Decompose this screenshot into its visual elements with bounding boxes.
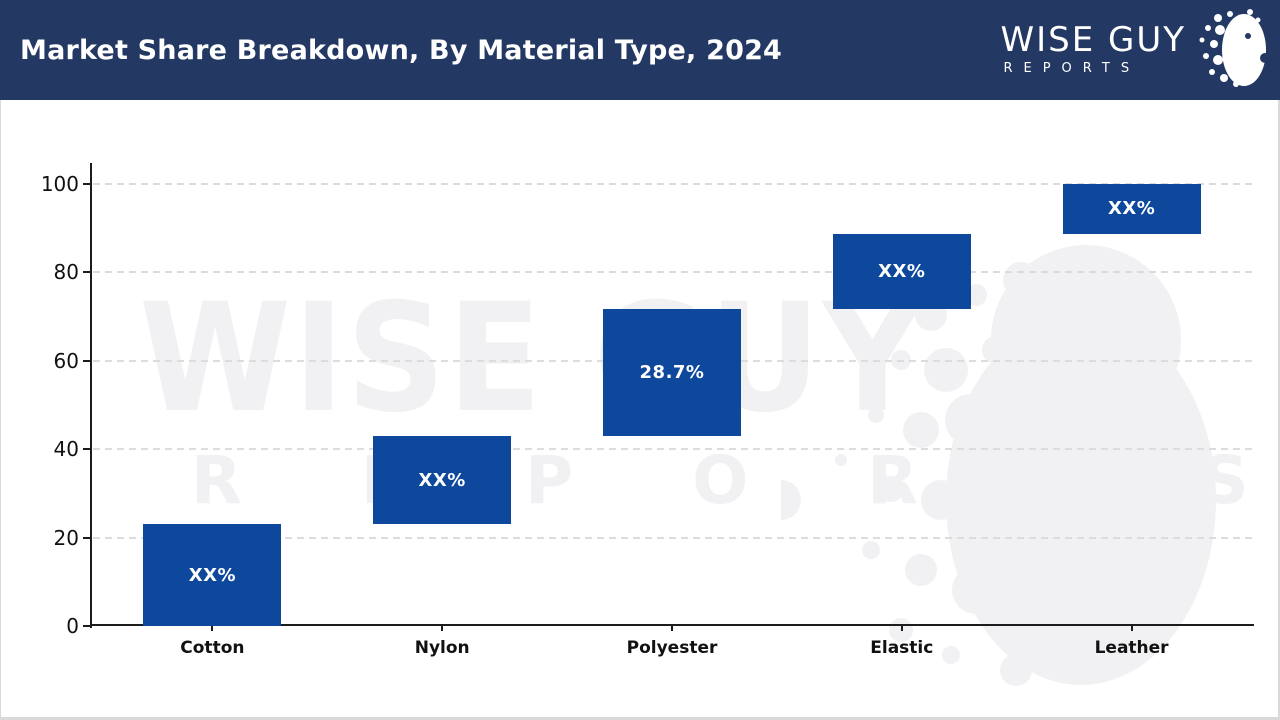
- x-axis-tick: [441, 626, 444, 631]
- bar-cotton: XX%: [143, 524, 282, 626]
- y-axis-tick: [83, 448, 90, 451]
- chart-canvas: WISE GUY R E P O R T S 0 20 40 60 80 100 XX% Co…: [0, 100, 1280, 720]
- y-tick-label: 60: [53, 348, 79, 373]
- bar-value-label: 28.7%: [639, 362, 705, 383]
- bar-polyester: 28.7%: [603, 309, 741, 436]
- bar-value-label: XX%: [188, 564, 237, 586]
- x-axis-tick: [671, 626, 673, 631]
- y-tick-label: 20: [53, 525, 79, 550]
- x-axis-line: [90, 624, 1254, 626]
- x-axis-tick: [900, 626, 903, 631]
- x-tick-label: Elastic: [870, 638, 934, 658]
- x-tick-label: Nylon: [414, 638, 470, 658]
- brand-subtitle: REPORTS: [1003, 60, 1141, 76]
- gridline: [93, 448, 1254, 451]
- gridline: [93, 183, 1254, 185]
- brand-logo: WISE GUY REPORTS: [1000, 6, 1266, 92]
- x-tick-label: Cotton: [180, 638, 245, 658]
- y-tick-label: 0: [66, 614, 79, 638]
- x-tick-label: Polyester: [626, 638, 718, 658]
- y-tick-label: 100: [40, 172, 79, 196]
- bar-nylon: XX%: [373, 435, 512, 525]
- y-axis-tick: [83, 183, 90, 185]
- y-axis-line: [90, 163, 92, 628]
- y-tick-label: 40: [53, 437, 79, 462]
- watermark-face-icon: [781, 245, 1216, 686]
- gridline: [93, 536, 1254, 539]
- watermark-wordmark: WISE GUY: [139, 272, 925, 446]
- x-tick-label: Leather: [1094, 638, 1169, 658]
- header-bar: Market Share Breakdown, By Material Type…: [0, 0, 1280, 100]
- y-axis-tick: [83, 625, 90, 627]
- bar-value-label: XX%: [878, 261, 926, 282]
- bar-value-label: XX%: [418, 469, 466, 491]
- brand-name: WISE GUY: [1000, 20, 1186, 61]
- page-title: Market Share Breakdown, By Material Type…: [20, 34, 783, 66]
- gridline: [93, 271, 1254, 274]
- brand-face-icon: [1199, 9, 1266, 87]
- y-axis-tick: [83, 359, 90, 362]
- bar-leather: XX%: [1062, 184, 1201, 234]
- x-axis-tick: [211, 626, 214, 631]
- y-axis-tick: [83, 536, 90, 539]
- bar-elastic: XX%: [832, 233, 971, 310]
- y-tick-label: 80: [53, 260, 79, 285]
- bar-value-label: XX%: [1107, 198, 1156, 220]
- x-axis-tick: [1130, 626, 1133, 631]
- y-axis-tick: [83, 271, 90, 274]
- brand-logo-text: WISE GUY REPORTS: [1000, 20, 1186, 76]
